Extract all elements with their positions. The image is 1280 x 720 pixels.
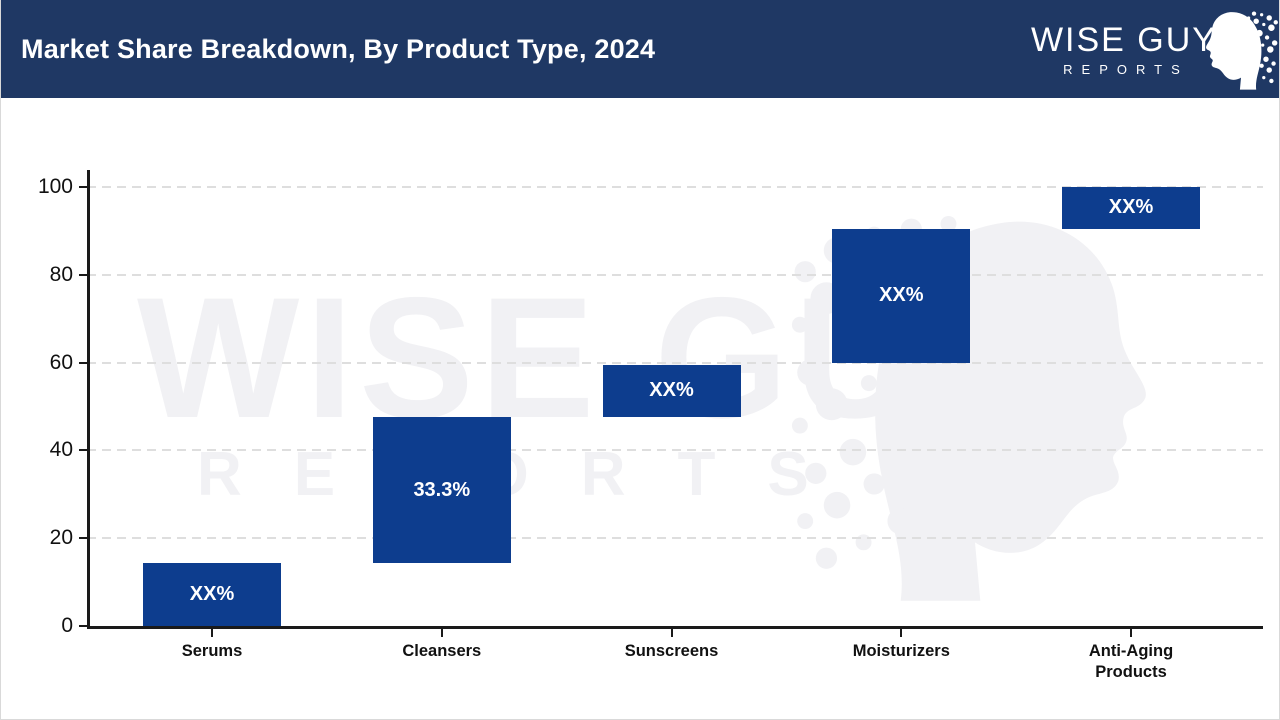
y-tick-100 — [79, 186, 87, 188]
bar-cleansers: 33.3% — [372, 417, 511, 564]
page-title: Market Share Breakdown, By Product Type,… — [21, 33, 656, 64]
x-tick-1 — [211, 629, 213, 637]
y-tick-60 — [79, 361, 87, 364]
header-band: Market Share Breakdown, By Product Type,… — [1, 0, 1279, 98]
gridline-20 — [87, 537, 1263, 540]
x-category-label: Cleansers — [402, 642, 482, 660]
bar-value-label: XX% — [189, 583, 235, 606]
watermark-reports-text: REPORTS — [197, 440, 861, 509]
y-tick-40 — [79, 449, 87, 452]
gridline-40 — [87, 449, 1263, 452]
gridline-100 — [87, 186, 1263, 188]
x-category-label: Anti-Aging Products — [1088, 642, 1174, 681]
x-category-label: Moisturizers — [852, 642, 950, 660]
wiseguy-logo: WISE GUY REPORTS — [1031, 6, 1279, 94]
x-tick-4 — [900, 629, 903, 637]
x-category-label: Sunscreens — [624, 642, 719, 660]
logo-reports-text: REPORTS — [1063, 62, 1189, 77]
y-tick-label-20: 20 — [49, 526, 73, 550]
bar-value-label: XX% — [1108, 196, 1154, 219]
x-tick-3 — [670, 629, 673, 637]
y-axis-spine — [87, 170, 90, 629]
y-tick-0 — [79, 625, 87, 627]
wiseguy-face-icon — [1203, 9, 1279, 91]
x-tick-5 — [1130, 629, 1132, 637]
y-tick-80 — [79, 273, 87, 276]
gridline-60 — [87, 361, 1263, 364]
y-tick-label-80: 80 — [49, 262, 73, 286]
bar-value-label: 33.3% — [413, 478, 471, 501]
y-tick-label-0: 0 — [61, 614, 73, 637]
x-tick-2 — [440, 629, 443, 637]
bar-value-label: XX% — [879, 284, 924, 307]
y-tick-label-40: 40 — [49, 438, 73, 462]
bar-anti-aging-products: XX% — [1062, 187, 1200, 229]
bar-moisturizers: XX% — [832, 228, 971, 363]
x-category-label: Serums — [181, 642, 243, 660]
bar-sunscreens: XX% — [602, 364, 741, 418]
gridline-80 — [87, 273, 1263, 276]
bar-serums: XX% — [143, 563, 281, 626]
bar-value-label: XX% — [649, 379, 694, 402]
y-tick-label-60: 60 — [49, 350, 73, 374]
x-axis-spine — [87, 626, 1263, 629]
y-tick-20 — [79, 537, 87, 540]
logo-wordmark: WISE GUY — [1030, 21, 1217, 59]
y-tick-label-100: 100 — [37, 175, 73, 198]
